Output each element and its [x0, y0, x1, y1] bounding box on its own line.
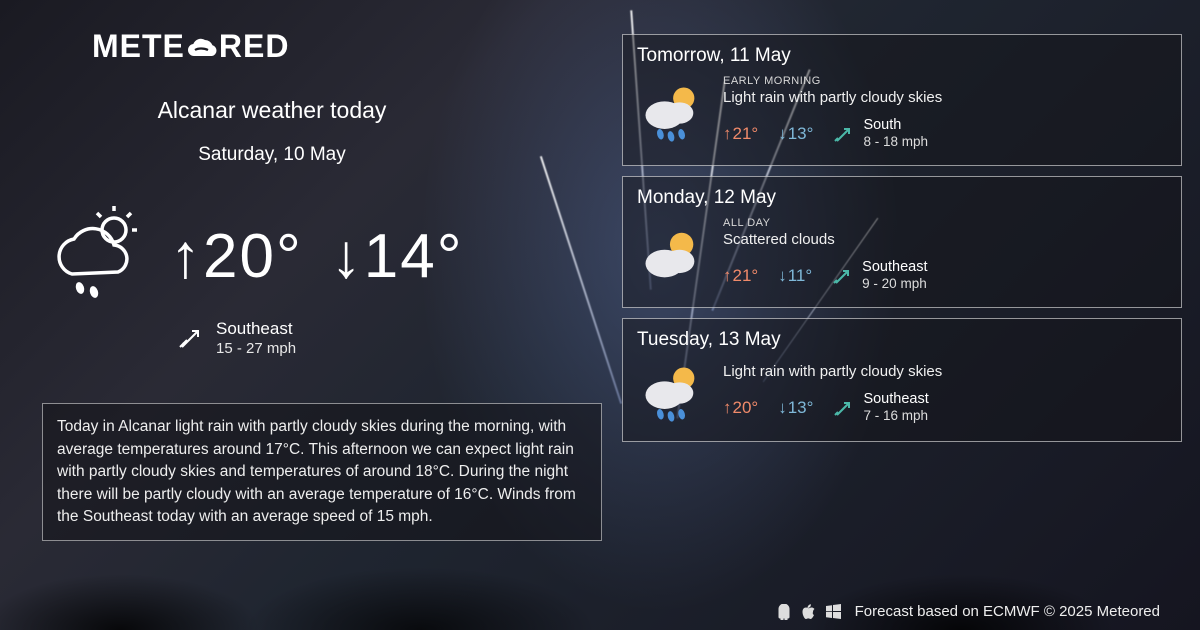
- forecast-description: Light rain with partly cloudy skies: [723, 363, 1167, 380]
- today-high: 20°: [170, 221, 303, 292]
- footer-credit: Forecast based on ECMWF © 2025 Meteored: [855, 603, 1160, 620]
- wind-arrow-icon: [833, 397, 855, 419]
- wind-arrow-icon: [833, 123, 855, 145]
- footer: Forecast based on ECMWF © 2025 Meteored: [776, 603, 1160, 620]
- forecast-description: Light rain with partly cloudy skies: [723, 89, 1167, 106]
- forecast-low: 11°: [778, 266, 812, 286]
- wind-speed: 15 - 27 mph: [216, 340, 296, 357]
- forecast-description: Scattered clouds: [723, 231, 1167, 248]
- forecast-date: Tomorrow, 11 May: [637, 45, 1167, 67]
- forecast-period: ALL DAY: [723, 217, 1167, 229]
- apple-icon: [802, 604, 816, 620]
- forecast-card[interactable]: Monday, 12 May ALL DAY Scattered clouds …: [622, 176, 1182, 308]
- current-date: Saturday, 10 May: [62, 144, 482, 166]
- brand-text-right: RED: [219, 28, 290, 65]
- today-low: 14°: [331, 221, 464, 292]
- forecast-high: 21°: [723, 124, 758, 144]
- weather-summary: Today in Alcanar light rain with partly …: [42, 403, 602, 541]
- forecast-date: Monday, 12 May: [637, 187, 1167, 209]
- current-conditions: 20° 14°: [42, 206, 612, 306]
- forecast-card[interactable]: Tomorrow, 11 May EARLY MORNING Light rai…: [622, 34, 1182, 166]
- forecast-wind: Southeast7 - 16 mph: [833, 390, 928, 425]
- forecast-wind: Southeast9 - 20 mph: [832, 258, 927, 293]
- today-wind: Southeast 15 - 27 mph: [178, 318, 612, 357]
- forecast-weather-icon: [637, 79, 709, 147]
- forecast-weather-icon: [637, 359, 709, 427]
- forecast-low: 13°: [778, 398, 813, 418]
- windows-icon: [826, 604, 841, 620]
- brand-text-left: METE: [92, 28, 185, 65]
- android-icon: [776, 604, 792, 620]
- forecast-date: Tuesday, 13 May: [637, 329, 1167, 351]
- forecast-high: 20°: [723, 398, 758, 418]
- page-title: Alcanar weather today: [62, 97, 482, 124]
- forecast-card[interactable]: Tuesday, 13 May Light rain with partly c…: [622, 318, 1182, 442]
- wind-arrow-icon: [832, 265, 854, 287]
- wind-arrow-icon: [178, 325, 204, 351]
- weather-icon-large: [42, 206, 152, 306]
- brand-cloud-icon: [185, 34, 219, 60]
- forecast-list: Tomorrow, 11 May EARLY MORNING Light rai…: [612, 28, 1182, 630]
- forecast-period: EARLY MORNING: [723, 75, 1167, 87]
- brand-logo: METE RED: [92, 28, 612, 65]
- forecast-wind: South8 - 18 mph: [833, 116, 928, 151]
- forecast-low: 13°: [778, 124, 813, 144]
- wind-direction: Southeast: [216, 318, 296, 340]
- forecast-high: 21°: [723, 266, 758, 286]
- forecast-weather-icon: [637, 221, 709, 289]
